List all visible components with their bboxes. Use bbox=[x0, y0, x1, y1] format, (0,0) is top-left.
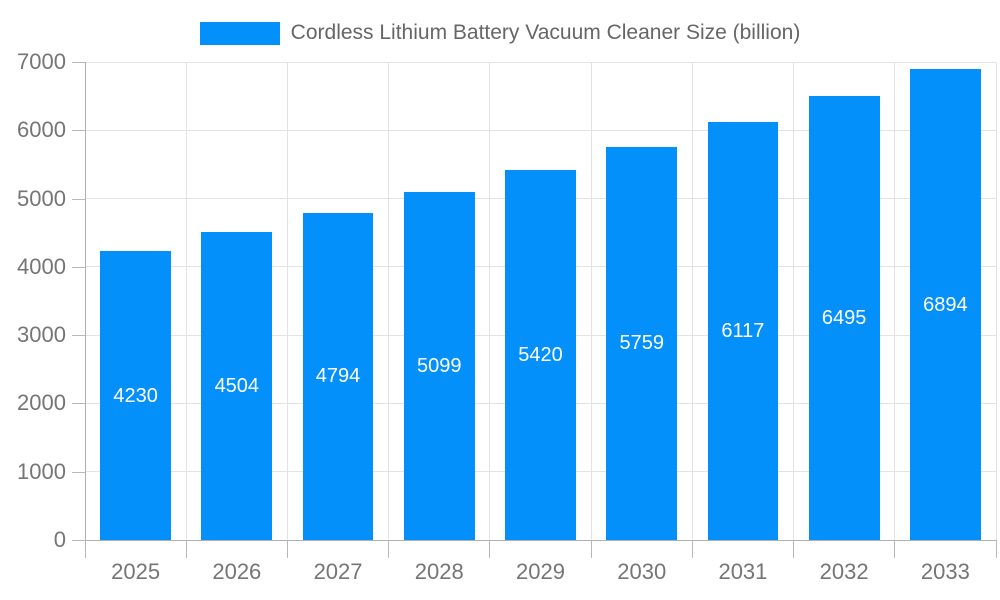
y-axis-tick bbox=[72, 471, 85, 473]
x-axis-tick bbox=[489, 540, 491, 558]
x-axis-tick bbox=[286, 540, 288, 558]
x-axis-label-2028: 2028 bbox=[414, 559, 464, 584]
bar-2026[interactable]: 4504 bbox=[201, 232, 273, 540]
bar-2025[interactable]: 4230 bbox=[100, 251, 172, 540]
gridline-vertical bbox=[691, 62, 693, 540]
bar-value-label: 4230 bbox=[113, 384, 158, 407]
gridline-vertical bbox=[894, 62, 896, 540]
gridline-vertical bbox=[590, 62, 592, 540]
y-axis-label-2000: 2000 bbox=[17, 390, 66, 416]
legend-swatch-icon bbox=[199, 21, 280, 45]
x-axis-tick bbox=[388, 540, 390, 558]
legend: Cordless Lithium Battery Vacuum Cleaner … bbox=[0, 19, 1000, 47]
bar-value-label: 5099 bbox=[417, 354, 462, 377]
bar-2029[interactable]: 5420 bbox=[505, 169, 576, 540]
y-axis-line bbox=[85, 62, 86, 541]
x-axis-tick bbox=[590, 540, 592, 558]
bar-2030[interactable]: 5759 bbox=[606, 146, 678, 540]
bar-2032[interactable]: 6495 bbox=[808, 96, 880, 540]
gridline-vertical bbox=[793, 62, 795, 540]
x-axis-tick bbox=[84, 540, 86, 558]
bar-value-label: 6894 bbox=[923, 293, 968, 316]
bar-value-label: 6495 bbox=[821, 307, 867, 330]
x-axis-tick bbox=[995, 540, 997, 558]
gridline-vertical bbox=[286, 62, 288, 540]
x-axis-label-2029: 2029 bbox=[516, 559, 565, 584]
bar-value-label: 6117 bbox=[721, 320, 765, 343]
y-axis-tick bbox=[72, 130, 85, 132]
gridline-vertical bbox=[489, 62, 491, 540]
y-axis-label-3000: 3000 bbox=[17, 322, 66, 348]
bar-2031[interactable]: 6117 bbox=[707, 122, 779, 540]
gridline-vertical bbox=[388, 62, 390, 540]
bar-2028[interactable]: 5099 bbox=[403, 191, 475, 540]
y-axis-label-1000: 1000 bbox=[17, 458, 66, 484]
gridline-horizontal bbox=[85, 129, 996, 131]
y-axis-label-0: 0 bbox=[53, 527, 66, 552]
x-axis-line bbox=[72, 540, 996, 541]
y-axis-tick bbox=[72, 335, 85, 337]
x-axis-label-2031: 2031 bbox=[718, 559, 768, 584]
y-axis-label-7000: 7000 bbox=[17, 49, 66, 74]
bar-value-label: 4794 bbox=[315, 365, 361, 388]
x-axis-label-2033: 2033 bbox=[920, 559, 970, 584]
x-axis-tick bbox=[691, 540, 693, 558]
x-axis-label-2032: 2032 bbox=[819, 559, 869, 584]
gridline-horizontal bbox=[85, 61, 996, 63]
bar-value-label: 5420 bbox=[518, 343, 563, 366]
legend-label: Cordless Lithium Battery Vacuum Cleaner … bbox=[290, 21, 801, 44]
legend-item[interactable]: Cordless Lithium Battery Vacuum Cleaner … bbox=[199, 19, 801, 47]
gridline-vertical bbox=[995, 62, 997, 540]
bar-2027[interactable]: 4794 bbox=[302, 212, 374, 540]
y-axis-label-5000: 5000 bbox=[17, 185, 66, 211]
y-axis-tick bbox=[72, 62, 85, 63]
bar-value-label: 5759 bbox=[619, 332, 664, 355]
bar-value-label: 4504 bbox=[214, 375, 260, 398]
y-axis-label-6000: 6000 bbox=[17, 117, 66, 143]
y-axis-tick bbox=[72, 540, 85, 541]
gridline-vertical bbox=[185, 62, 187, 540]
x-axis-label-2026: 2026 bbox=[212, 559, 262, 584]
x-axis-label-2025: 2025 bbox=[111, 559, 161, 584]
y-axis-label-4000: 4000 bbox=[17, 253, 66, 279]
x-axis-tick bbox=[185, 540, 187, 558]
x-axis-label-2030: 2030 bbox=[617, 559, 667, 584]
x-axis-tick bbox=[793, 540, 795, 558]
y-axis-tick bbox=[72, 403, 85, 405]
x-axis-tick bbox=[894, 540, 896, 558]
y-axis-tick bbox=[72, 266, 85, 268]
bar-2033[interactable]: 6894 bbox=[909, 69, 981, 540]
x-axis-label-2027: 2027 bbox=[313, 559, 363, 584]
y-axis-tick bbox=[72, 198, 85, 200]
